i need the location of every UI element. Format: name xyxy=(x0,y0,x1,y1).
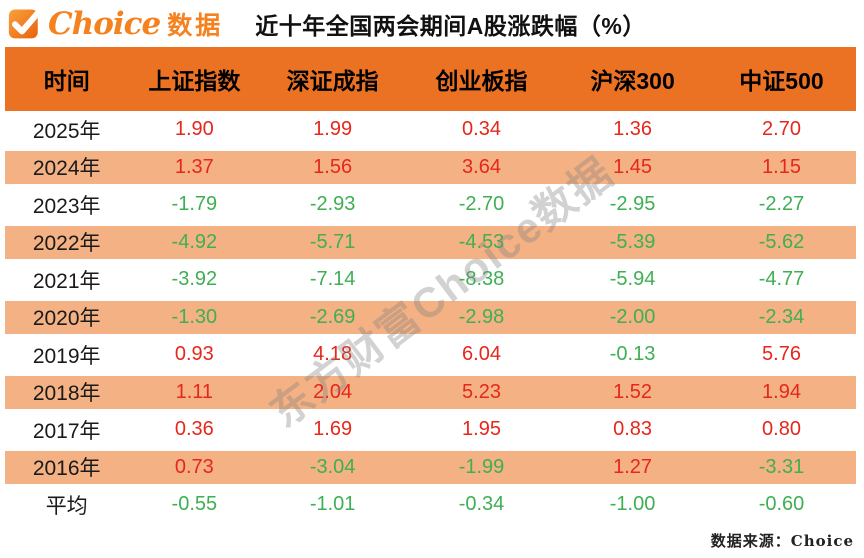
header-bar: Choice 数据 近十年全国两会期间A股涨跌幅（%） xyxy=(0,0,864,47)
cell-value: 5.76 xyxy=(762,343,801,366)
cell-value: 2.04 xyxy=(313,380,353,403)
cell-value: 1.11 xyxy=(175,380,214,403)
column-header: 时间 xyxy=(43,68,90,94)
cell-value: -1.30 xyxy=(171,305,218,328)
cell-value: 1.99 xyxy=(313,118,353,141)
table-row: 2025年 1.90 1.99 0.34 1.36 2.70 xyxy=(5,111,856,149)
cell-value: -1.79 xyxy=(171,193,218,216)
cell-value: -2.93 xyxy=(309,193,356,216)
cell-year: 2021年 xyxy=(32,269,101,293)
cell-value: 4.18 xyxy=(313,343,353,366)
data-table: 时间 上证指数 深证成指 创业板指 沪深300 中证500 2025年 1.90 1.99 0.… xyxy=(5,47,856,524)
cell-value: 0.93 xyxy=(174,343,214,366)
cell-year: 2025年 xyxy=(32,119,101,143)
cell-value: -5.94 xyxy=(609,268,656,291)
cell-value: 2.70 xyxy=(762,118,801,141)
cell-value: -0.34 xyxy=(458,493,505,516)
cell-value: -4.53 xyxy=(458,230,505,253)
table-row: 2019年 0.93 4.18 6.04 -0.13 5.76 xyxy=(5,336,856,374)
check-icon xyxy=(8,6,43,41)
cell-value: -0.60 xyxy=(758,493,805,516)
cell-value: -2.69 xyxy=(309,305,356,328)
cell-year: 2024年 xyxy=(32,157,101,181)
cell-value: -0.13 xyxy=(609,343,656,366)
choice-logo: Choice 数据 xyxy=(8,6,223,42)
cell-value: 1.52 xyxy=(613,380,653,403)
cell-value: 0.34 xyxy=(462,118,501,141)
cell-value: 0.83 xyxy=(613,418,653,441)
brand-suffix: 数据 xyxy=(167,11,224,40)
cell-value: 5.23 xyxy=(462,380,501,403)
cell-value: -3.31 xyxy=(758,455,805,478)
cell-value: 0.73 xyxy=(174,455,214,478)
cell-value: -1.00 xyxy=(609,493,656,516)
cell-value: -3.92 xyxy=(171,268,218,291)
cell-value: 1.36 xyxy=(613,118,653,141)
cell-value: -5.39 xyxy=(609,230,656,253)
cell-value: 1.69 xyxy=(313,418,353,441)
cell-value: 1.95 xyxy=(462,418,501,441)
cell-value: -1.99 xyxy=(458,455,505,478)
column-header: 深证成指 xyxy=(286,68,379,94)
data-source: 数据来源：Choice xyxy=(710,532,854,550)
cell-value: -1.01 xyxy=(309,493,356,516)
cell-value: -8.38 xyxy=(458,268,505,291)
table-row: 2018年 1.11 2.04 5.23 1.52 1.94 xyxy=(5,373,856,411)
page-title: 近十年全国两会期间A股涨跌幅（%） xyxy=(255,12,646,39)
table-row: 2023年 -1.79 -2.93 -2.70 -2.95 -2.27 xyxy=(5,186,856,224)
table-row: 2022年 -4.92 -5.71 -4.53 -5.39 -5.62 xyxy=(5,223,856,261)
cell-value: -2.27 xyxy=(758,193,805,216)
cell-year: 2017年 xyxy=(32,419,101,443)
cell-value: -4.92 xyxy=(171,230,218,253)
cell-value: -3.04 xyxy=(309,455,356,478)
cell-value: 3.64 xyxy=(462,155,501,178)
cell-value: 1.45 xyxy=(613,155,653,178)
cell-value: 1.27 xyxy=(613,455,653,478)
table-header-row: 时间 上证指数 深证成指 创业板指 沪深300 中证500 xyxy=(5,47,856,111)
cell-year: 2023年 xyxy=(32,194,101,218)
table-row: 2017年 0.36 1.69 1.95 0.83 0.80 xyxy=(5,411,856,449)
cell-value: 1.15 xyxy=(762,155,801,178)
cell-year: 平均 xyxy=(45,494,88,518)
cell-value: -2.95 xyxy=(609,193,656,216)
table-row: 2016年 0.73 -3.04 -1.99 1.27 -3.31 xyxy=(5,448,856,486)
cell-value: 1.37 xyxy=(174,155,214,178)
table-row: 2020年 -1.30 -2.69 -2.98 -2.00 -2.34 xyxy=(5,298,856,336)
table-row: 平均 -0.55 -1.01 -0.34 -1.00 -0.60 xyxy=(5,486,856,524)
cell-year: 2020年 xyxy=(32,307,101,331)
cell-year: 2016年 xyxy=(32,457,101,481)
cell-value: -0.55 xyxy=(171,493,218,516)
table-row: 2024年 1.37 1.56 3.64 1.45 1.15 xyxy=(5,148,856,186)
cell-year: 2022年 xyxy=(32,232,101,256)
cell-value: 6.04 xyxy=(462,343,501,366)
cell-value: -5.62 xyxy=(758,230,805,253)
cell-value: 0.80 xyxy=(762,418,801,441)
cell-year: 2019年 xyxy=(32,344,101,368)
cell-value: -4.77 xyxy=(758,268,805,291)
column-header: 上证指数 xyxy=(148,68,241,94)
table-body: 2025年 1.90 1.99 0.34 1.36 2.70 2024年 1.37 1.56 3.… xyxy=(5,111,856,524)
cell-value: 1.56 xyxy=(313,155,353,178)
column-header: 沪深300 xyxy=(590,68,675,94)
cell-value: 1.90 xyxy=(174,118,214,141)
column-header: 中证500 xyxy=(739,68,824,94)
cell-value: -7.14 xyxy=(309,268,356,291)
brand-name: Choice xyxy=(48,5,161,42)
cell-value: -2.98 xyxy=(458,305,505,328)
column-header: 创业板指 xyxy=(435,68,528,94)
cell-year: 2018年 xyxy=(32,382,101,406)
cell-value: 0.36 xyxy=(174,418,214,441)
cell-value: -2.34 xyxy=(758,305,805,328)
cell-value: -2.00 xyxy=(609,305,656,328)
cell-value: -2.70 xyxy=(458,193,505,216)
table-row: 2021年 -3.92 -7.14 -8.38 -5.94 -4.77 xyxy=(5,261,856,299)
cell-value: -5.71 xyxy=(309,230,356,253)
cell-value: 1.94 xyxy=(762,380,801,403)
